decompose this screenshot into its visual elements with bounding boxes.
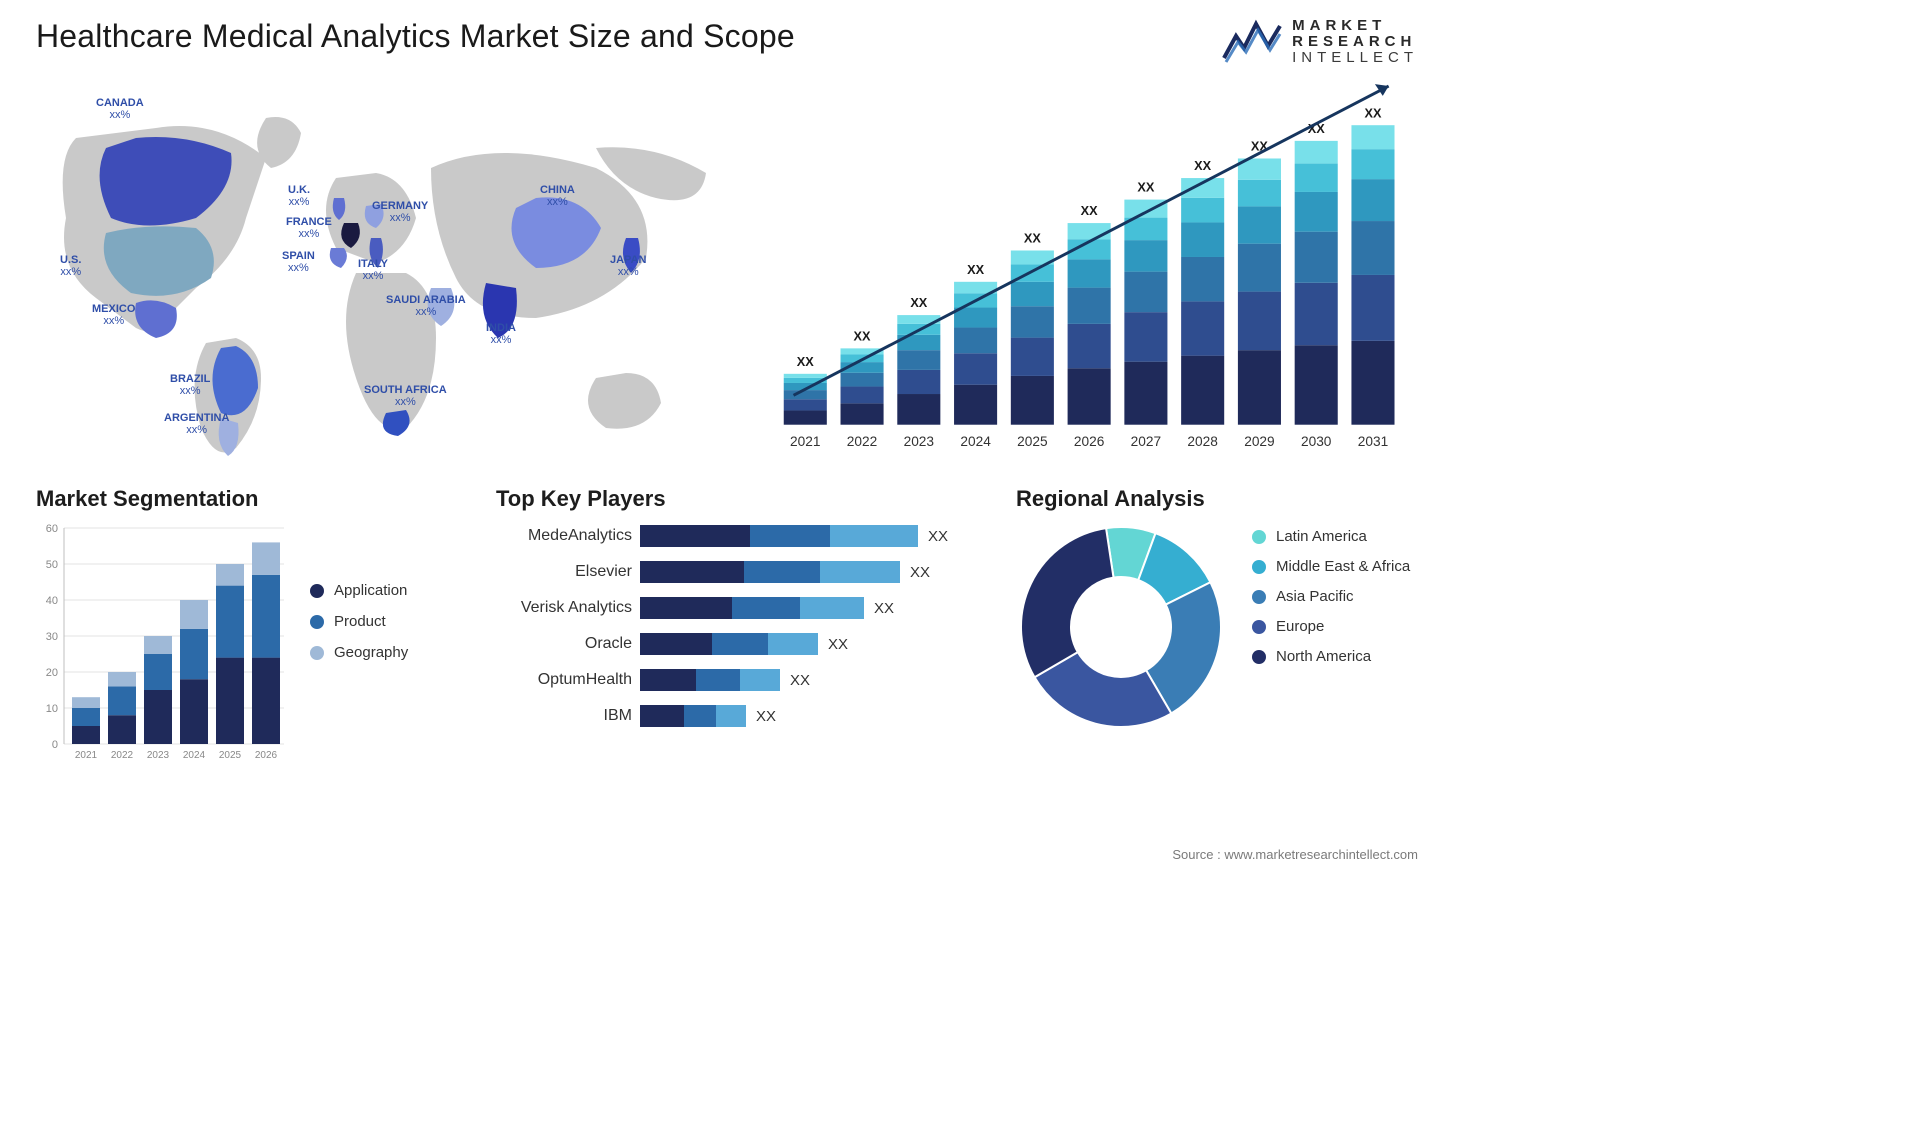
players-chart: MedeAnalyticsXXElsevierXXVerisk Analytic…: [496, 522, 986, 730]
player-bar: [640, 561, 900, 583]
svg-text:20: 20: [46, 667, 58, 679]
player-row: MedeAnalytics XX: [496, 522, 986, 550]
logo-line3: INTELLECT: [1292, 50, 1418, 66]
player-row: IBM XX: [496, 702, 986, 730]
svg-text:2021: 2021: [790, 434, 820, 449]
world-map: CANADAxx%U.S.xx%MEXICOxx%BRAZILxx%ARGENT…: [36, 78, 736, 468]
player-name: IBM: [496, 707, 640, 725]
svg-text:40: 40: [46, 595, 58, 607]
donut-legend: Latin America Middle East & Africa Asia Pa…: [1252, 522, 1410, 665]
player-name: Elsevier: [496, 563, 640, 581]
svg-text:XX: XX: [1364, 105, 1381, 120]
player-value: XX: [864, 600, 894, 617]
legend-item: North America: [1252, 648, 1410, 665]
players-title: Top Key Players: [496, 486, 986, 512]
svg-text:2026: 2026: [1074, 434, 1105, 449]
svg-text:2027: 2027: [1131, 434, 1161, 449]
segmentation-panel: Market Segmentation 0 10 20 30 40 50 60 2021 202…: [36, 486, 466, 767]
svg-text:2030: 2030: [1301, 434, 1332, 449]
legend-item: Latin America: [1252, 528, 1410, 545]
player-name: OptumHealth: [496, 671, 640, 689]
player-bar: [640, 597, 864, 619]
svg-text:2022: 2022: [111, 750, 134, 761]
svg-text:XX: XX: [1194, 158, 1211, 173]
donut-title: Regional Analysis: [1016, 486, 1418, 512]
svg-text:10: 10: [46, 703, 58, 715]
legend-item: Product: [310, 613, 408, 630]
svg-text:XX: XX: [797, 354, 814, 369]
players-panel: Top Key Players MedeAnalytics XX Elsevier X…: [496, 486, 986, 767]
svg-text:2023: 2023: [147, 750, 170, 761]
legend-item: Asia Pacific: [1252, 588, 1410, 605]
svg-text:2025: 2025: [219, 750, 242, 761]
segmentation-legend: Application Product Geography: [310, 522, 408, 767]
donut-panel: Regional Analysis Latin America Middle Ea…: [1016, 486, 1418, 767]
logo-line2: RESEARCH: [1292, 34, 1418, 50]
svg-text:2028: 2028: [1187, 434, 1218, 449]
player-bar: [640, 669, 780, 691]
legend-item: Middle East & Africa: [1252, 558, 1410, 575]
svg-text:2029: 2029: [1244, 434, 1274, 449]
donut-chart: [1016, 522, 1226, 732]
segmentation-chart: 0 10 20 30 40 50 60 2021 2022 2023 2024 2025 2026: [36, 522, 286, 767]
legend-item: Application: [310, 582, 408, 599]
logo: MARKET RESEARCH INTELLECT: [1222, 18, 1418, 66]
svg-text:XX: XX: [910, 295, 927, 310]
player-value: XX: [918, 528, 948, 545]
svg-text:2024: 2024: [960, 434, 991, 449]
svg-text:50: 50: [46, 559, 58, 571]
player-value: XX: [818, 636, 848, 653]
svg-text:60: 60: [46, 523, 58, 535]
svg-text:XX: XX: [854, 329, 871, 344]
main-bar-chart: XX 2021 XX 2022 XX 2023 XX 2024 XX 2025 XX 2026 XX 20…: [772, 78, 1418, 468]
svg-text:30: 30: [46, 631, 58, 643]
player-row: OptumHealth XX: [496, 666, 986, 694]
logo-icon: [1222, 18, 1282, 66]
player-row: Elsevier XX: [496, 558, 986, 586]
player-bar: [640, 705, 746, 727]
svg-text:2022: 2022: [847, 434, 877, 449]
player-name: MedeAnalytics: [496, 527, 640, 545]
svg-text:2026: 2026: [255, 750, 278, 761]
svg-text:XX: XX: [1081, 203, 1098, 218]
legend-item: Geography: [310, 644, 408, 661]
svg-text:0: 0: [52, 739, 58, 751]
player-bar: [640, 633, 818, 655]
svg-text:2031: 2031: [1358, 434, 1388, 449]
svg-text:XX: XX: [967, 262, 984, 277]
player-value: XX: [746, 708, 776, 725]
svg-text:2024: 2024: [183, 750, 206, 761]
logo-line1: MARKET: [1292, 18, 1418, 34]
svg-text:2021: 2021: [75, 750, 98, 761]
segmentation-title: Market Segmentation: [36, 486, 466, 512]
svg-text:XX: XX: [1137, 180, 1154, 195]
player-value: XX: [780, 672, 810, 689]
svg-text:XX: XX: [1024, 231, 1041, 246]
svg-text:2025: 2025: [1017, 434, 1048, 449]
svg-text:2023: 2023: [904, 434, 935, 449]
page-title: Healthcare Medical Analytics Market Size…: [36, 18, 795, 55]
legend-item: Europe: [1252, 618, 1410, 635]
player-name: Oracle: [496, 635, 640, 653]
player-name: Verisk Analytics: [496, 599, 640, 617]
player-value: XX: [900, 564, 930, 581]
player-row: Verisk Analytics XX: [496, 594, 986, 622]
source-text: Source : www.marketresearchintellect.com: [1172, 847, 1418, 862]
player-row: Oracle XX: [496, 630, 986, 658]
player-bar: [640, 525, 918, 547]
